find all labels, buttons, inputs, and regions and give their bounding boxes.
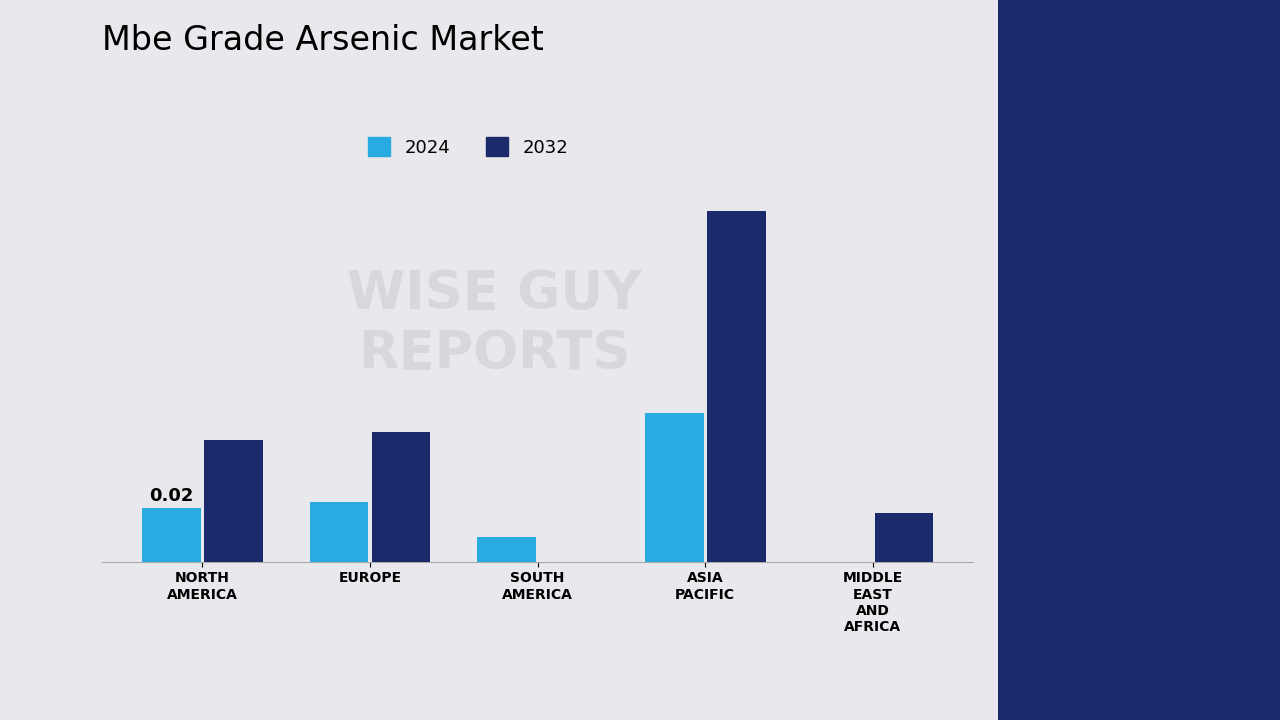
Text: Mbe Grade Arsenic Market: Mbe Grade Arsenic Market — [102, 24, 544, 57]
Bar — [142, 508, 201, 562]
Bar — [371, 432, 430, 562]
Bar — [645, 413, 704, 562]
Text: 0.02: 0.02 — [148, 487, 193, 505]
Bar — [310, 503, 369, 562]
Text: WISE GUY
REPORTS: WISE GUY REPORTS — [347, 268, 641, 380]
Legend: 2024, 2032: 2024, 2032 — [361, 130, 575, 163]
Bar — [477, 537, 536, 562]
Bar — [204, 440, 262, 562]
Bar — [707, 210, 765, 562]
Bar — [874, 513, 933, 562]
